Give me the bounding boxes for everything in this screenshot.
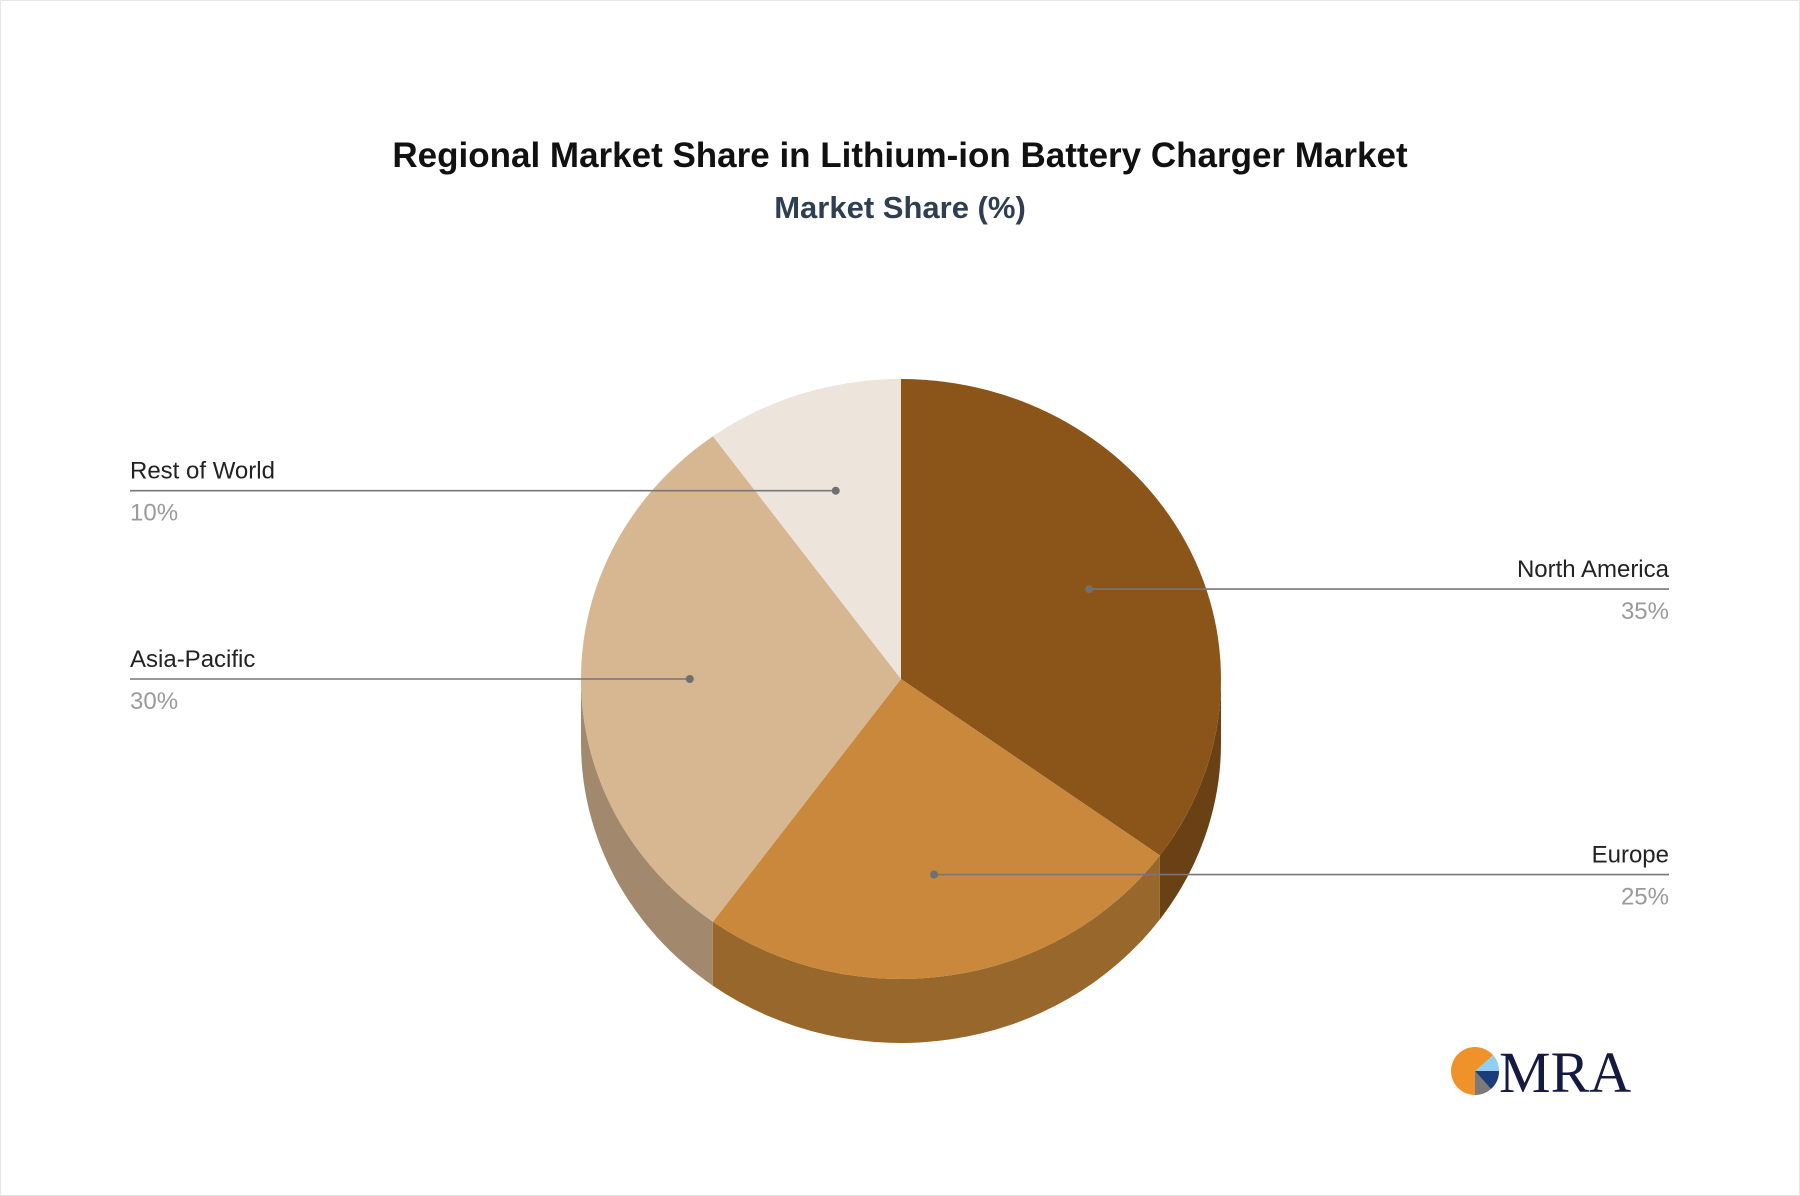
chart-subtitle: Market Share (%) — [774, 190, 1026, 225]
slice-label-rest-of-world: Rest of World — [130, 458, 275, 485]
slice-value-rest-of-world: 10% — [130, 500, 178, 527]
pie-slice-north-america — [901, 379, 1221, 856]
pie-slice-asia-pacific — [581, 436, 901, 922]
pie-slice-europe — [712, 679, 1160, 980]
leader-dot-europe — [930, 870, 939, 879]
slice-label-north-america: North America — [1517, 556, 1670, 583]
mra-logo: MRA — [1451, 1040, 1631, 1102]
slice-value-europe: 25% — [1621, 884, 1669, 911]
slice-value-asia-pacific: 30% — [130, 688, 178, 715]
logo-text: MRA — [1499, 1040, 1631, 1102]
pie-side-asia-pacific — [581, 679, 713, 986]
pie-side-north-america — [1159, 679, 1221, 920]
leader-dot-rest-of-world — [831, 486, 840, 495]
pie-side-europe — [712, 855, 1160, 1044]
chart-title: Regional Market Share in Lithium-ion Bat… — [392, 136, 1408, 175]
leader-dot-asia-pacific — [685, 675, 694, 683]
slice-label-asia-pacific: Asia-Pacific — [130, 646, 255, 673]
slice-value-north-america: 35% — [1621, 598, 1669, 625]
slice-label-europe: Europe — [1592, 842, 1669, 869]
pie-slice-rest-of-world — [712, 379, 901, 679]
leader-dot-north-america — [1085, 585, 1094, 594]
